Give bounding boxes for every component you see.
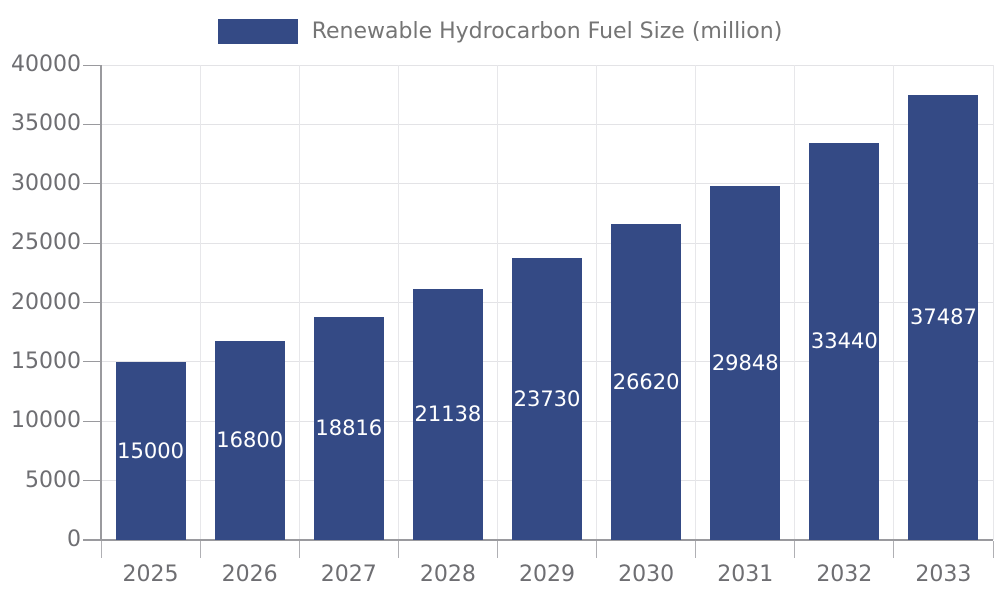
x-axis-tick — [596, 541, 598, 558]
bar-2027[interactable]: 18816 — [313, 316, 384, 540]
y-axis-tick — [83, 420, 101, 422]
x-tick-label-2033: 2033 — [915, 562, 972, 587]
bar-value-label: 26620 — [612, 369, 680, 394]
x-tick-label-2028: 2028 — [419, 562, 476, 587]
bar-value-label: 16800 — [216, 428, 284, 453]
x-axis-tick — [199, 541, 201, 558]
y-tick-label: 10000 — [11, 408, 81, 434]
x-gridline — [695, 65, 697, 540]
bar-2025[interactable]: 15000 — [115, 361, 186, 540]
bar-value-label: 37487 — [910, 305, 977, 330]
bar-2031[interactable]: 29848 — [710, 185, 781, 540]
bar-value-label: 23730 — [513, 387, 581, 412]
x-gridline — [992, 65, 994, 540]
legend-label: Renewable Hydrocarbon Fuel Size (million… — [311, 19, 783, 44]
y-tick-label: 15000 — [11, 348, 81, 374]
x-axis-tick — [397, 541, 399, 558]
x-gridline — [496, 65, 498, 540]
x-gridline — [794, 65, 796, 540]
y-tick-label: 5000 — [25, 467, 81, 493]
y-tick-label: 20000 — [11, 289, 81, 315]
y-gridline — [101, 123, 993, 125]
y-axis-line — [100, 65, 102, 541]
x-gridline — [596, 65, 598, 540]
bar-value-label: 15000 — [117, 438, 184, 463]
x-tick-label-2027: 2027 — [320, 562, 377, 587]
x-gridline — [298, 65, 300, 540]
y-axis-tick — [83, 480, 101, 482]
y-gridline — [101, 242, 993, 244]
bar-value-label: 33440 — [810, 329, 878, 354]
y-tick-label: 25000 — [11, 230, 81, 256]
y-axis-tick — [83, 64, 101, 66]
x-axis-line — [83, 539, 993, 541]
x-tick-label-2032: 2032 — [816, 562, 873, 587]
x-axis-tick — [496, 541, 498, 558]
legend-swatch-icon — [217, 19, 298, 44]
x-tick-label-2030: 2030 — [618, 562, 675, 587]
x-axis-tick — [992, 541, 994, 558]
chart-legend[interactable]: Renewable Hydrocarbon Fuel Size (million… — [0, 19, 1000, 44]
x-tick-label-2029: 2029 — [518, 562, 575, 587]
y-gridline — [101, 183, 993, 185]
x-axis-tick — [794, 541, 796, 558]
x-tick-label-2026: 2026 — [221, 562, 278, 587]
bar-value-label: 18816 — [315, 416, 383, 441]
x-axis-tick — [695, 541, 697, 558]
y-tick-label: 35000 — [11, 111, 81, 137]
x-gridline — [199, 65, 201, 540]
x-axis-tick — [298, 541, 300, 558]
bar-value-label: 29848 — [711, 350, 779, 375]
y-axis-tick — [83, 302, 101, 303]
bar-2033[interactable]: 37487 — [908, 94, 979, 540]
y-axis-tick — [83, 123, 101, 125]
x-gridline — [397, 65, 399, 540]
x-axis-tick — [100, 541, 102, 558]
bar-2032[interactable]: 33440 — [809, 142, 880, 540]
bar-2028[interactable]: 21138 — [412, 288, 483, 540]
y-axis-tick — [83, 183, 101, 185]
y-gridline — [101, 64, 993, 66]
y-axis-tick — [83, 361, 101, 363]
x-axis-tick — [893, 541, 895, 558]
x-tick-label-2031: 2031 — [717, 562, 774, 587]
bar-2026[interactable]: 16800 — [214, 340, 285, 540]
y-tick-label: 40000 — [11, 52, 81, 77]
y-tick-label: 0 — [67, 527, 81, 552]
y-tick-label: 30000 — [11, 170, 81, 196]
x-gridline — [893, 65, 895, 540]
x-tick-label-2025: 2025 — [122, 562, 179, 587]
bar-value-label: 21138 — [414, 402, 482, 427]
y-axis-tick — [83, 242, 101, 244]
bar-2029[interactable]: 23730 — [512, 258, 582, 540]
bar-2030[interactable]: 26620 — [611, 223, 682, 540]
